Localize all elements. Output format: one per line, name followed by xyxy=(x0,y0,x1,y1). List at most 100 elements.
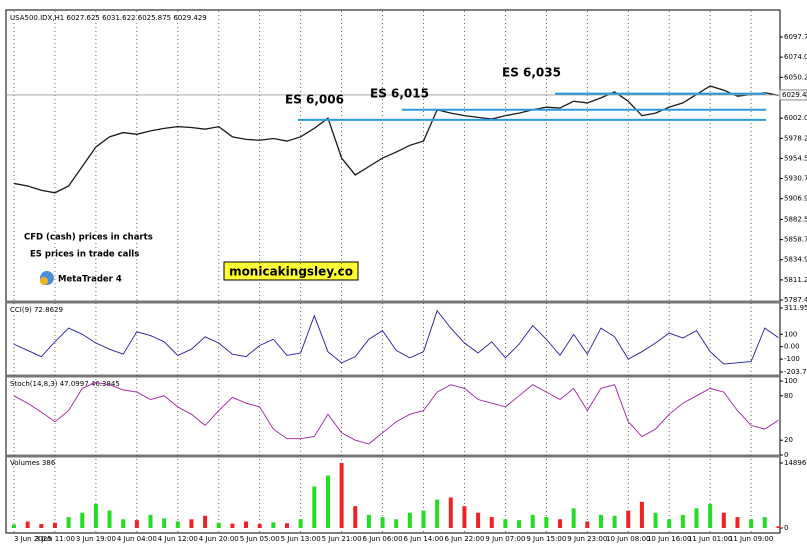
volume-bar xyxy=(735,517,740,528)
volume-bar xyxy=(312,486,317,528)
chart-title: USA500.IDX,H1 6027.625 6031.622 6025.875… xyxy=(10,14,207,22)
volume-bar xyxy=(134,520,139,528)
volume-bar xyxy=(175,521,180,528)
current-price-box xyxy=(779,89,807,101)
x-tick-label: 5 Jun 05:00 xyxy=(240,535,280,543)
y-tick-label: 5954.51 xyxy=(784,154,807,162)
volume-bar xyxy=(162,518,167,528)
volume-bar xyxy=(394,519,399,528)
x-tick-label: 6 Jun 14:00 xyxy=(403,535,443,543)
volume-bar xyxy=(271,522,276,528)
y-tick-label: 80 xyxy=(784,392,793,400)
y-tick-label: 5858.71 xyxy=(784,236,807,244)
note: CFD (cash) prices in charts xyxy=(24,233,153,243)
x-tick-label: 6 Jun 06:00 xyxy=(363,535,403,543)
volume-bar xyxy=(694,508,699,528)
volume-bar xyxy=(52,522,57,528)
volume-bar xyxy=(203,515,208,528)
series-line xyxy=(13,382,779,445)
volume-bar xyxy=(721,512,726,528)
volume-bar xyxy=(353,506,358,528)
x-tick-label: 5 Jun 13:00 xyxy=(281,535,321,543)
panel-title: Volumes 386 xyxy=(10,459,56,467)
volume-bar xyxy=(503,519,508,528)
volume-bar xyxy=(39,524,44,528)
volume-bar xyxy=(476,512,481,528)
y-tick-label: 100 xyxy=(784,330,797,338)
y-tick-label: 5882.51 xyxy=(784,215,807,223)
x-tick-label: 6 Jun 22:00 xyxy=(444,535,484,543)
x-tick-label: 10 Jun 08:00 xyxy=(606,535,650,543)
volume-bar xyxy=(148,514,153,528)
volume-bar xyxy=(285,523,289,528)
volume-bar xyxy=(366,514,371,528)
volume-bar xyxy=(667,519,672,528)
level-label: ES 6,006 xyxy=(285,93,344,107)
level-label: ES 6,015 xyxy=(370,87,429,101)
x-tick-label: 4 Jun 04:00 xyxy=(117,535,157,543)
frame xyxy=(5,9,781,534)
volume-bar xyxy=(25,521,30,528)
x-tick-label: 9 Jun 07:00 xyxy=(485,535,525,543)
volume-bar xyxy=(298,519,303,528)
note: ES prices in trade calls xyxy=(30,250,139,260)
y-tick-label: -203.74 xyxy=(784,368,807,376)
x-tick-label: 5 Jun 21:00 xyxy=(322,535,362,543)
series-line xyxy=(13,85,779,194)
y-tick-label: 6097.79 xyxy=(784,33,807,41)
volume-bar xyxy=(189,519,194,528)
volume-bar xyxy=(216,522,221,528)
y-tick-label: 311.95 xyxy=(784,304,807,312)
volume-bar xyxy=(121,519,126,528)
volume-bar xyxy=(230,523,235,528)
volume-bar xyxy=(93,504,98,528)
volume-bar xyxy=(585,521,590,528)
volume-bar xyxy=(749,519,754,528)
y-tick-label: 5834.99 xyxy=(784,256,807,264)
x-tick-label: 3 Jun 11:00 xyxy=(35,535,75,543)
volume-bar xyxy=(571,508,576,528)
y-tick-label: 14896 xyxy=(784,459,807,467)
volume-bar xyxy=(325,475,330,528)
x-tick-label: 10 Jun 16:00 xyxy=(647,535,691,543)
x-tick-label: 3 Jun 19:00 xyxy=(76,535,116,543)
y-tick-label: 5787.47 xyxy=(784,296,807,304)
volume-bar xyxy=(653,512,658,528)
volume-bar xyxy=(448,497,453,528)
x-tick-label: 11 Jun 09:00 xyxy=(729,535,773,543)
volume-bar xyxy=(257,524,262,528)
volume-bar xyxy=(489,517,494,528)
y-tick-label: 20 xyxy=(784,436,793,444)
y-tick-label: 5978.27 xyxy=(784,134,807,142)
x-tick-label: 9 Jun 23:00 xyxy=(567,535,607,543)
y-tick-label: 0.00 xyxy=(784,343,800,351)
panel-title: CCI(9) 72.8629 xyxy=(10,306,63,314)
y-tick-label: 0 xyxy=(784,451,788,459)
volume-bar xyxy=(421,510,426,528)
volume-bar xyxy=(612,515,617,528)
x-tick-label: 4 Jun 12:00 xyxy=(158,535,198,543)
logo: MetaTrader 4 xyxy=(40,271,122,285)
y-tick-label: 6002.01 xyxy=(784,114,807,122)
y-tick-label: -100 xyxy=(784,355,800,363)
volume-bar xyxy=(530,514,535,528)
x-tick-label: 11 Jun 01:00 xyxy=(688,535,732,543)
y-tick-label: 5811.21 xyxy=(784,276,807,284)
volume-bar xyxy=(244,521,249,528)
volume-bar xyxy=(339,463,344,528)
logo-icon xyxy=(40,277,48,285)
logo-text: MetaTrader 4 xyxy=(58,275,122,285)
y-tick-label: 6050.21 xyxy=(784,73,807,81)
volume-bar xyxy=(12,524,16,528)
volume-bar xyxy=(517,520,522,528)
current-price-label: 6029.43 xyxy=(782,91,807,99)
volume-bar xyxy=(544,517,549,528)
volume-bar xyxy=(558,519,562,528)
y-tick-label: 100 xyxy=(784,377,797,385)
y-tick-label: 0 xyxy=(784,524,788,532)
volume-bar xyxy=(708,504,713,528)
volume-bar xyxy=(66,517,71,528)
volume-bar xyxy=(598,514,603,528)
watermark: monicakingsley.co xyxy=(229,265,353,279)
